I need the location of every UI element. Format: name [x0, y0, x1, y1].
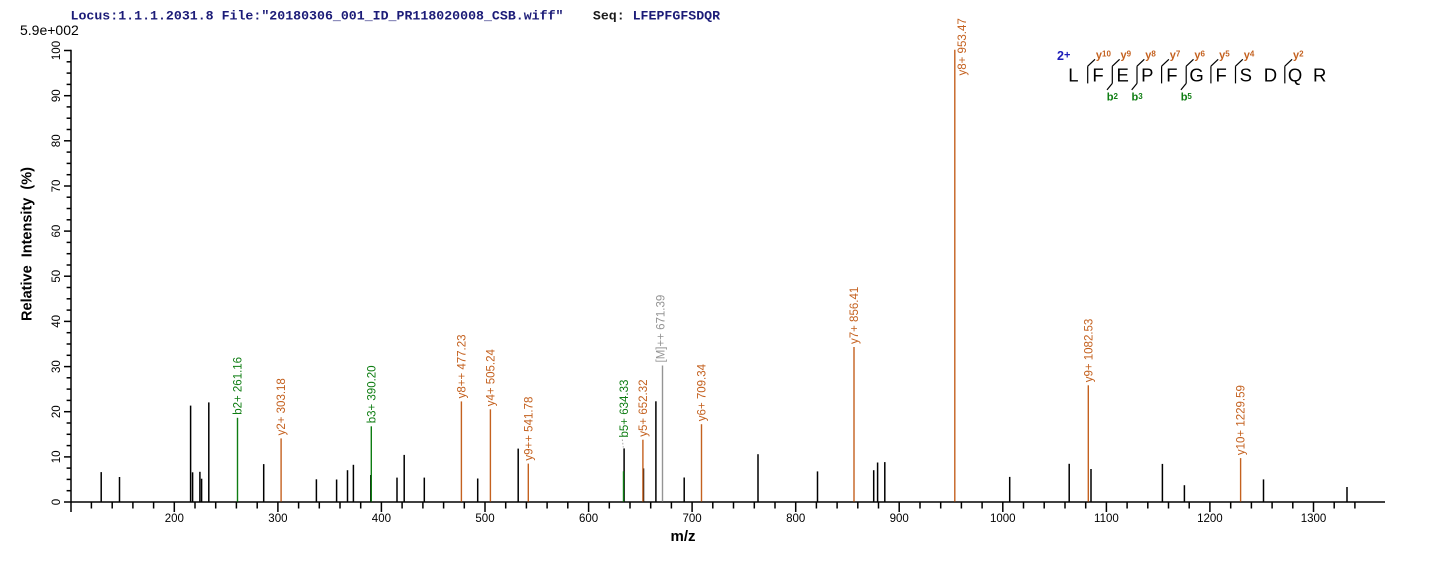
svg-text:30: 30 — [51, 360, 63, 373]
svg-text:b3: b3 — [1132, 92, 1144, 104]
svg-text:1200: 1200 — [1197, 513, 1223, 525]
svg-text:y8: y8 — [1145, 50, 1156, 62]
svg-text:1300: 1300 — [1301, 513, 1327, 525]
svg-text:y8+ 953.47: y8+ 953.47 — [957, 18, 969, 75]
svg-text:500: 500 — [475, 513, 494, 525]
svg-text:5.9e+002: 5.9e+002 — [20, 22, 79, 38]
svg-text:2+: 2+ — [1057, 49, 1070, 63]
svg-text:100: 100 — [51, 41, 63, 60]
svg-text:E: E — [1117, 64, 1129, 85]
svg-text:10: 10 — [51, 451, 63, 464]
svg-text:Seq:: Seq: — [593, 9, 625, 24]
svg-text:b2+ 261.16: b2+ 261.16 — [233, 357, 245, 415]
svg-text:y6+ 709.34: y6+ 709.34 — [697, 363, 709, 421]
svg-text:Q: Q — [1288, 64, 1302, 85]
svg-text:b3+ 390.20: b3+ 390.20 — [366, 365, 378, 423]
svg-text:y5: y5 — [1219, 50, 1230, 62]
svg-text:700: 700 — [683, 513, 702, 525]
svg-text:F: F — [1092, 64, 1103, 85]
svg-text:m/z: m/z — [670, 528, 695, 545]
svg-text:y5+ 652.32: y5+ 652.32 — [638, 379, 650, 436]
svg-text:y8++ 477.23: y8++ 477.23 — [456, 334, 468, 398]
svg-text:y9++ 541.78: y9++ 541.78 — [523, 397, 535, 461]
svg-text:F: F — [1166, 64, 1177, 85]
svg-text:50: 50 — [51, 270, 63, 283]
svg-text:600: 600 — [579, 513, 598, 525]
svg-text:y4+ 505.24: y4+ 505.24 — [485, 348, 497, 406]
svg-text:S: S — [1240, 64, 1252, 85]
svg-text:0: 0 — [51, 499, 63, 505]
svg-text:L: L — [1068, 64, 1078, 85]
svg-text:800: 800 — [786, 513, 805, 525]
svg-text:y9+ 1082.53: y9+ 1082.53 — [1083, 319, 1095, 383]
svg-text:G: G — [1189, 64, 1203, 85]
svg-text:80: 80 — [51, 134, 63, 147]
svg-text:300: 300 — [268, 513, 287, 525]
svg-text:y7: y7 — [1170, 50, 1181, 62]
svg-text:400: 400 — [372, 513, 391, 525]
svg-text:y6: y6 — [1194, 50, 1205, 62]
svg-text:y10+ 1229.59: y10+ 1229.59 — [1236, 385, 1248, 455]
svg-text:Relative Intensity (%): Relative Intensity (%) — [20, 167, 36, 321]
svg-text:1000: 1000 — [990, 513, 1016, 525]
svg-text:b2: b2 — [1107, 92, 1119, 104]
svg-text:y4: y4 — [1244, 50, 1255, 62]
svg-text:LFEPFGFSDQR: LFEPFGFSDQR — [633, 9, 721, 24]
svg-text:b5+ 634.33: b5+ 634.33 — [619, 380, 631, 438]
svg-text:y9: y9 — [1121, 50, 1132, 62]
svg-text:20: 20 — [51, 405, 63, 418]
svg-text:R: R — [1313, 64, 1326, 85]
svg-text:200: 200 — [165, 513, 184, 525]
svg-text:P: P — [1141, 64, 1153, 85]
svg-text:60: 60 — [51, 225, 63, 238]
svg-text:1100: 1100 — [1094, 513, 1119, 525]
svg-text:y2: y2 — [1293, 50, 1304, 62]
svg-text:Locus:1.1.1.2031.8 File:"20180: Locus:1.1.1.2031.8 File:"20180306_001_ID… — [71, 9, 564, 24]
svg-text:F: F — [1216, 64, 1227, 85]
svg-text:b5: b5 — [1181, 92, 1193, 104]
svg-text:y2+ 303.18: y2+ 303.18 — [276, 378, 288, 435]
svg-text:y7+ 856.41: y7+ 856.41 — [849, 287, 861, 344]
svg-text:D: D — [1264, 64, 1277, 85]
svg-text:70: 70 — [51, 180, 63, 193]
svg-text:40: 40 — [51, 315, 63, 328]
svg-text:900: 900 — [890, 513, 909, 525]
svg-text:[M]++ 671.39: [M]++ 671.39 — [656, 295, 668, 363]
svg-text:90: 90 — [51, 89, 63, 102]
